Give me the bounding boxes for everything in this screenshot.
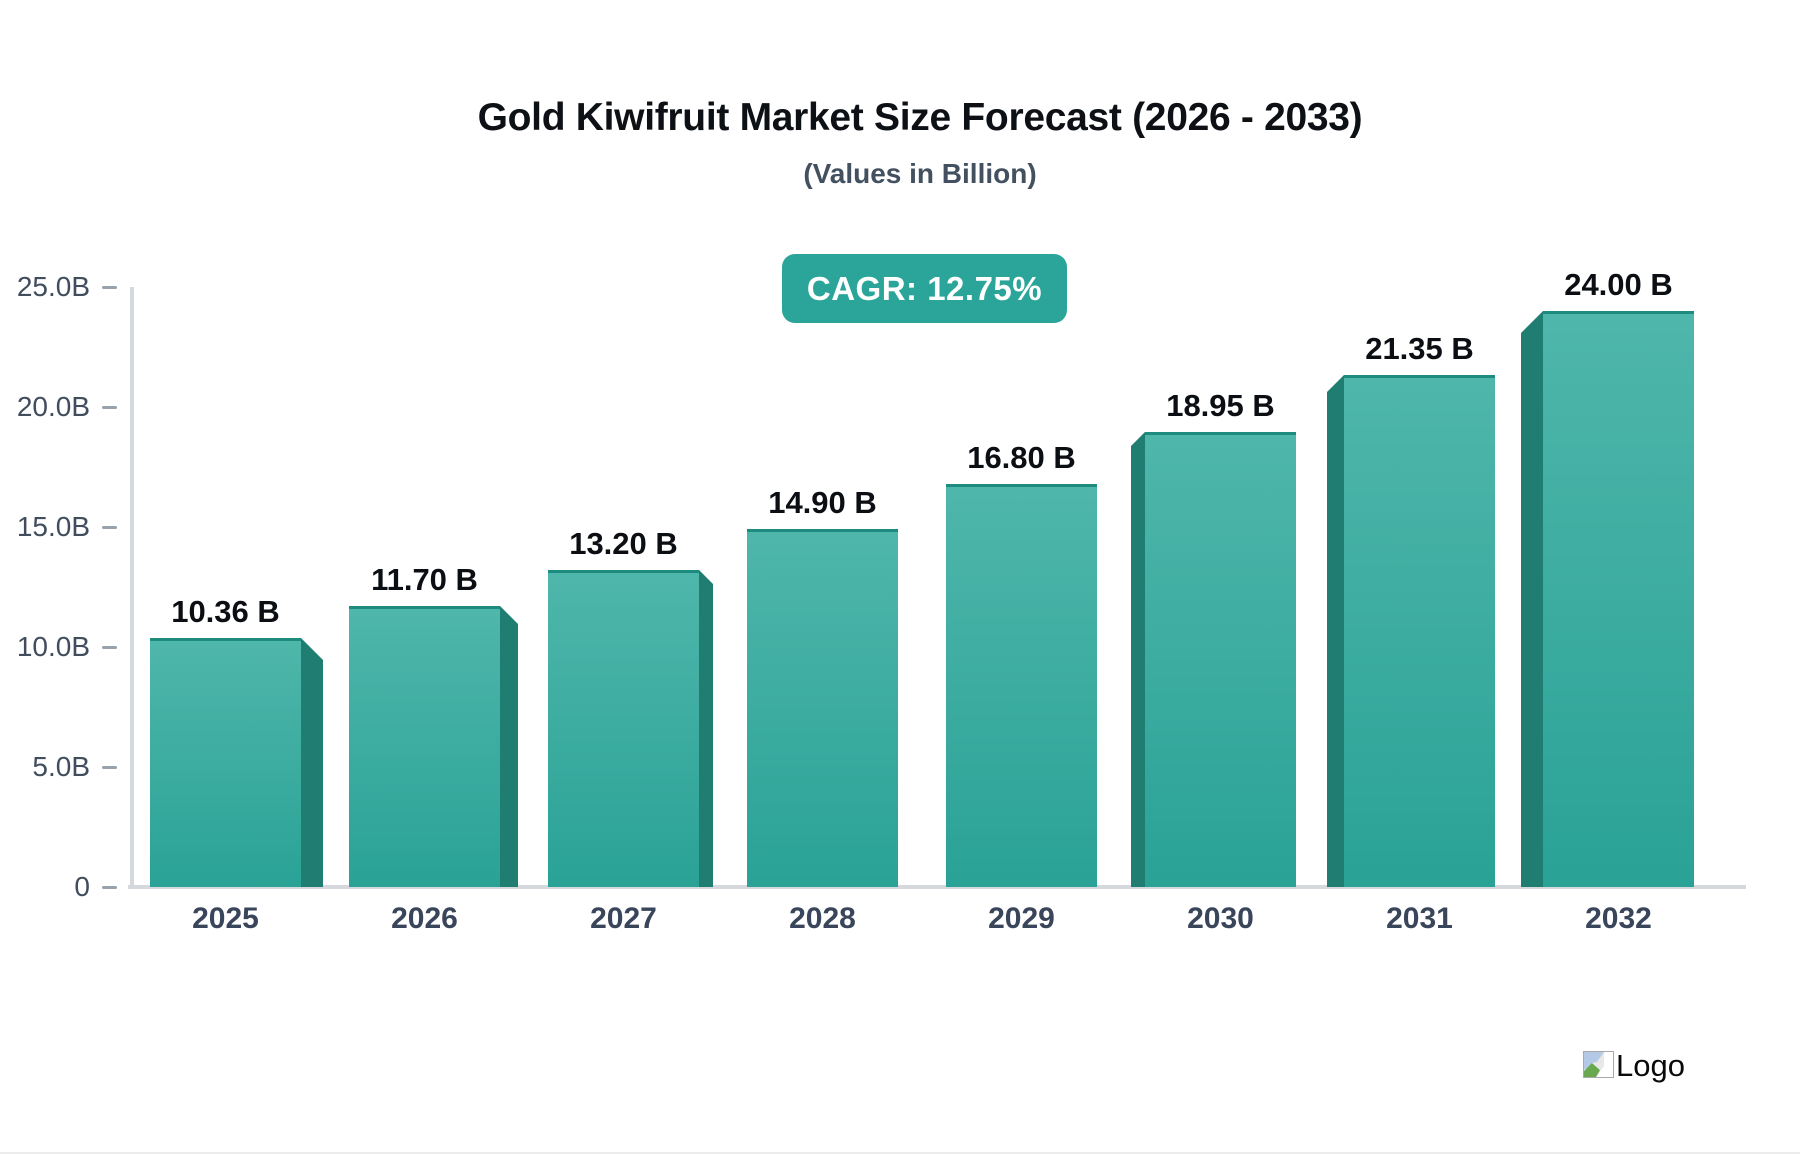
y-axis-label-0: 0 — [74, 871, 90, 902]
y-axis-label-25.0B: 25.0B — [16, 271, 90, 302]
bar-side-2030 — [1131, 432, 1145, 887]
bar-2030[interactable] — [1145, 432, 1296, 887]
broken-image-icon — [1583, 1051, 1614, 1078]
bar-side-2031 — [1327, 375, 1344, 887]
bar-2031[interactable] — [1344, 375, 1495, 887]
bar-side-2027 — [699, 570, 713, 887]
bar-side-2032 — [1521, 311, 1543, 887]
y-axis-tick — [102, 886, 117, 889]
bar-2026[interactable] — [349, 606, 500, 887]
y-axis-label-5.0B: 5.0B — [32, 751, 90, 782]
x-axis-line — [128, 885, 1746, 889]
y-axis-label-20.0B: 20.0B — [16, 391, 90, 422]
bar-value-label-2025: 10.36 B — [171, 594, 280, 629]
cagr-badge-label: CAGR: 12.75% — [806, 269, 1043, 307]
bar-value-label-2028: 14.90 B — [768, 485, 877, 520]
bar-value-label-2032: 24.00 B — [1564, 267, 1673, 302]
chart-subtitle: (Values in Billion) — [803, 158, 1037, 189]
logo: Logo — [1583, 1048, 1685, 1084]
y-axis-tick — [102, 766, 117, 769]
logo-alt-text: Logo — [1616, 1048, 1685, 1083]
bar-value-label-2029: 16.80 B — [967, 440, 1076, 475]
bar-side-2026 — [500, 606, 518, 887]
bar-side-2025 — [301, 638, 323, 887]
x-axis-label-2025: 2025 — [192, 902, 259, 935]
y-axis-tick — [102, 286, 117, 289]
x-axis-label-2032: 2032 — [1585, 902, 1652, 935]
page-bottom-edge — [0, 1152, 1800, 1154]
bar-value-label-2026: 11.70 B — [371, 562, 478, 597]
y-axis-tick — [102, 646, 117, 649]
x-axis-label-2031: 2031 — [1386, 902, 1453, 935]
y-axis-label-15.0B: 15.0B — [16, 511, 90, 542]
chart-header: Gold Kiwifruit Market Size Forecast (202… — [40, 96, 1800, 190]
bar-2025[interactable] — [150, 638, 301, 887]
y-axis-tick — [102, 406, 117, 409]
x-axis-label-2027: 2027 — [590, 902, 657, 935]
x-axis-label-2030: 2030 — [1187, 902, 1254, 935]
y-axis-tick — [102, 526, 117, 529]
bar-2028[interactable] — [747, 529, 898, 887]
bar-2032[interactable] — [1543, 311, 1694, 887]
y-axis-label-10.0B: 10.0B — [16, 631, 90, 662]
bar-2027[interactable] — [548, 570, 699, 887]
cagr-badge: CAGR: 12.75% — [782, 254, 1067, 323]
x-axis-label-2026: 2026 — [391, 902, 458, 935]
y-axis-line — [130, 287, 134, 889]
chart-title: Gold Kiwifruit Market Size Forecast (202… — [477, 96, 1363, 139]
x-axis-label-2028: 2028 — [789, 902, 856, 935]
x-axis-label-2029: 2029 — [988, 902, 1055, 935]
bar-value-label-2031: 21.35 B — [1365, 331, 1474, 366]
bar-value-label-2030: 18.95 B — [1166, 388, 1275, 423]
bar-2029[interactable] — [946, 484, 1097, 887]
bar-value-label-2027: 13.20 B — [569, 526, 678, 561]
